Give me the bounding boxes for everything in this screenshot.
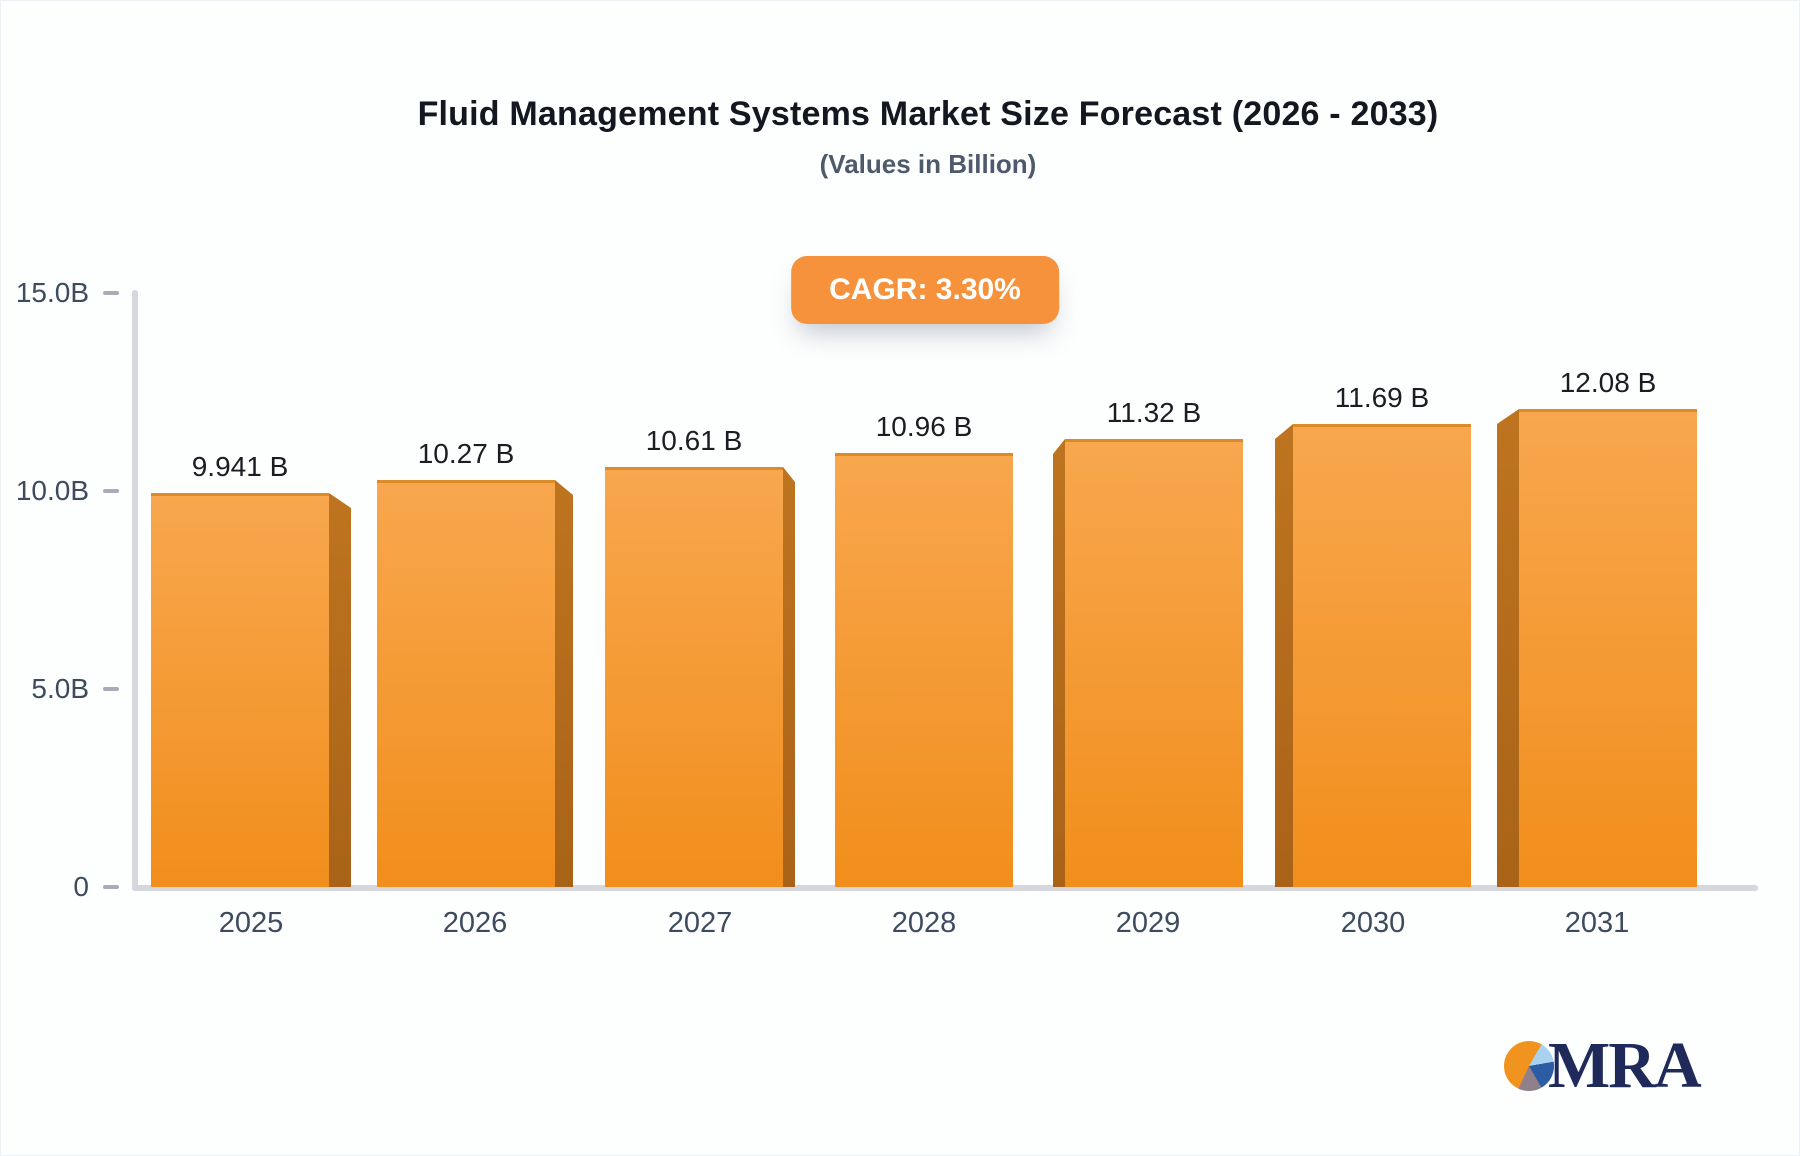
bar-3d-side — [783, 467, 795, 887]
pie-chart-logo-icon — [1504, 1041, 1554, 1091]
x-axis-label: 2031 — [1564, 907, 1630, 939]
y-axis-tick — [103, 687, 119, 691]
bar-3d-side — [1275, 424, 1293, 887]
bar — [1293, 424, 1471, 887]
y-axis-label: 10.0B — [15, 475, 89, 506]
y-axis-tick — [103, 885, 119, 889]
x-axis-label: 2025 — [218, 907, 284, 939]
y-axis-tick — [103, 291, 119, 295]
x-axis-label: 2028 — [891, 907, 957, 939]
chart-subtitle: (Values in Billion) — [819, 149, 1037, 179]
bar — [377, 480, 555, 887]
bar — [605, 467, 783, 887]
x-axis-label: 2029 — [1115, 907, 1181, 939]
y-axis-line — [132, 290, 138, 891]
bar-3d-side — [329, 493, 351, 887]
bar-3d-side — [1053, 439, 1065, 887]
y-axis-tick — [103, 489, 119, 493]
bar — [151, 493, 329, 887]
bar-3d-side — [555, 480, 573, 887]
bar-value-label: 11.32 B — [1106, 397, 1202, 428]
y-axis-label: 5.0B — [31, 673, 89, 704]
bar-value-label: 10.96 B — [875, 411, 973, 442]
bar-value-label: 11.69 B — [1334, 382, 1430, 413]
brand-logo: MRA — [1504, 1029, 1702, 1102]
chart-title: Fluid Management Systems Market Size For… — [417, 95, 1439, 133]
bar — [1065, 439, 1243, 887]
y-axis-label: 15.0B — [15, 277, 89, 308]
bar — [835, 453, 1013, 887]
bar-3d-side — [1497, 409, 1519, 887]
bar — [1519, 409, 1697, 887]
x-axis-label: 2027 — [667, 907, 733, 939]
bar-value-label: 10.61 B — [645, 425, 743, 456]
brand-logo-text: MRA — [1548, 1029, 1702, 1102]
bar-value-label: 9.941 B — [191, 451, 289, 482]
cagr-badge: CAGR: 3.30% — [791, 256, 1059, 324]
bar-value-label: 12.08 B — [1559, 367, 1657, 398]
bar-value-label: 10.27 B — [417, 438, 515, 469]
x-axis-label: 2026 — [442, 907, 508, 939]
x-axis-baseline — [132, 885, 1758, 891]
y-axis-label: 0 — [73, 871, 89, 902]
x-axis-label: 2030 — [1340, 907, 1406, 939]
